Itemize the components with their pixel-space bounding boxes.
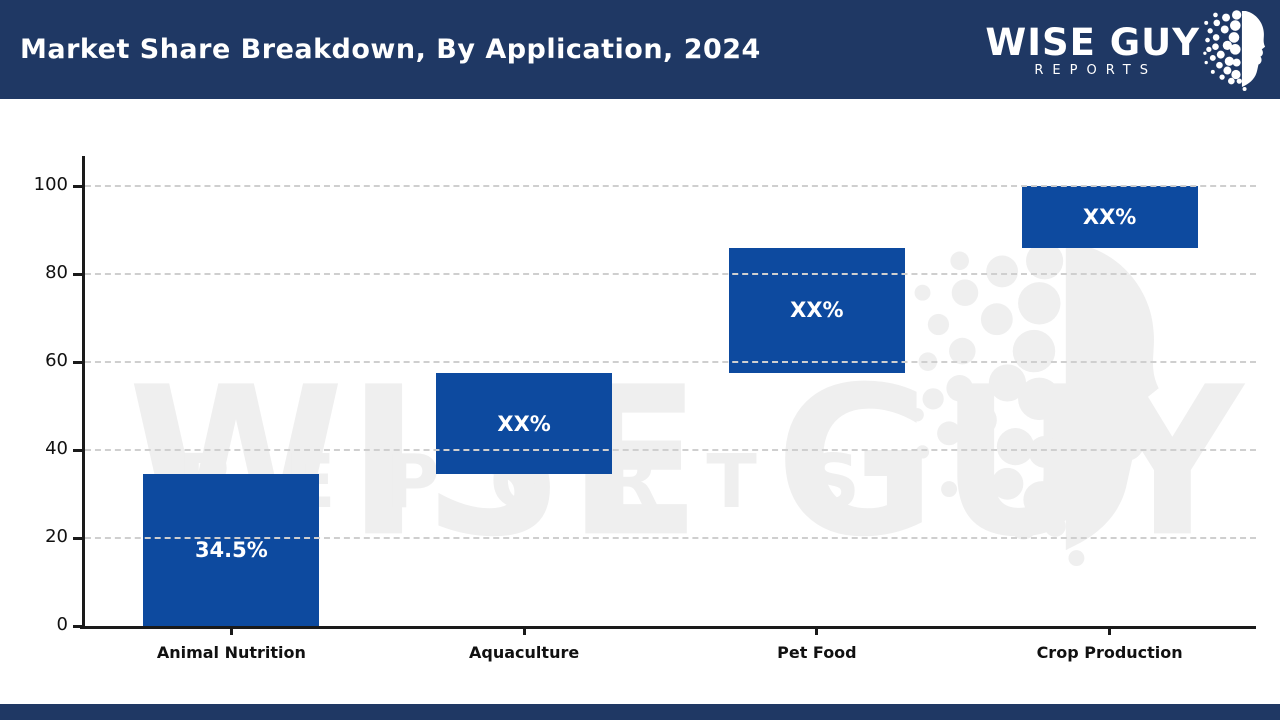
brand-name: WISE GUY	[985, 20, 1200, 64]
plot-region: 34.5% Animal Nutrition XX% Aquaculture XX% Pe…	[34, 156, 1256, 662]
y-tick-mark	[73, 272, 82, 276]
y-tick-label: 80	[45, 262, 68, 284]
x-tick-label: Animal Nutrition	[156, 643, 306, 662]
y-tick-label: 20	[45, 526, 68, 548]
chart-area: WISE GUY REPORTS 34.5% Animal Nutrition XX…	[0, 99, 1280, 704]
x-tick-mark	[815, 626, 819, 635]
gridline	[85, 185, 1256, 188]
y-tick-mark	[73, 448, 82, 452]
footer-bar	[0, 704, 1280, 720]
bar-value-label: XX%	[790, 298, 844, 323]
gridline	[85, 273, 1256, 276]
x-tick-label: Pet Food	[777, 643, 857, 662]
bar-value-label: XX%	[1082, 204, 1137, 229]
gridline	[85, 361, 1256, 364]
bar-crop-production: XX%	[1021, 186, 1198, 248]
gridline	[85, 449, 1256, 452]
x-tick-mark	[522, 626, 526, 635]
bar-value-label: XX%	[497, 411, 551, 436]
bar-aquaculture: XX%	[436, 373, 613, 475]
bar-pet-food: XX%	[728, 247, 905, 374]
x-tick-label: Aquaculture	[469, 643, 580, 662]
x-tick-mark	[229, 626, 233, 635]
y-tick-label: 0	[56, 614, 68, 635]
y-tick-label: 60	[45, 350, 68, 372]
dotted-head-icon	[1203, 10, 1266, 92]
bar-animal-nutrition: 34.5%	[143, 474, 320, 626]
x-axis-line	[80, 626, 1256, 629]
page-title: Market Share Breakdown, By Application, …	[20, 34, 761, 65]
y-tick-label: 100	[33, 174, 68, 196]
y-tick-mark	[73, 184, 82, 188]
brand-logo: WISE GUY REPORTS	[985, 4, 1270, 96]
y-tick-mark	[73, 360, 82, 364]
y-axis-line	[82, 156, 85, 629]
gridline	[85, 537, 1256, 540]
brand-subtitle: REPORTS	[1034, 62, 1157, 78]
x-tick-label: Crop Production	[1036, 643, 1183, 662]
y-tick-mark	[73, 624, 82, 628]
x-tick-mark	[1108, 626, 1112, 635]
y-tick-label: 40	[45, 438, 68, 460]
brand-logo-text: WISE GUY REPORTS	[985, 24, 1200, 77]
bar-value-label: 34.5%	[194, 538, 268, 563]
header-bar: Market Share Breakdown, By Application, …	[0, 0, 1280, 99]
y-tick-mark	[73, 536, 82, 540]
